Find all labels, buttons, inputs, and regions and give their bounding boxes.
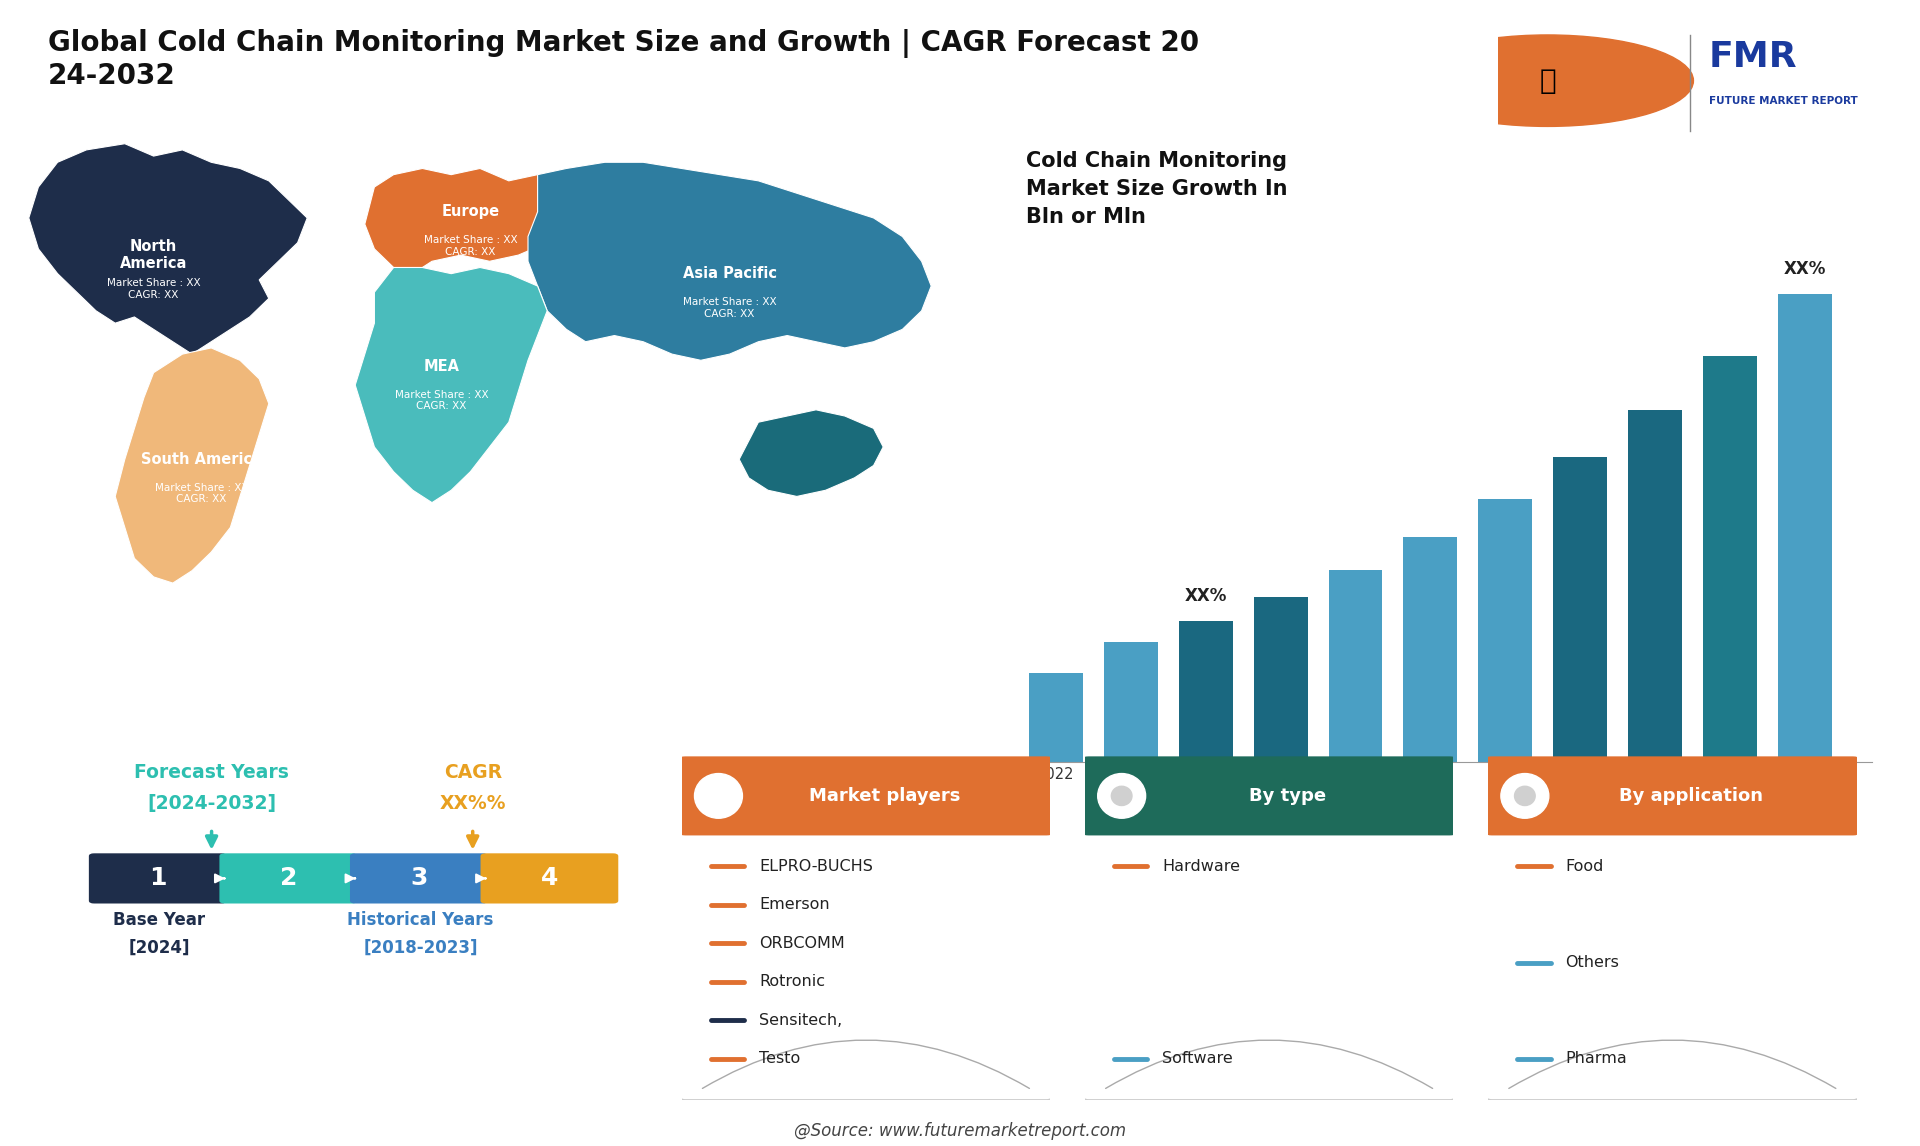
Text: Global Cold Chain Monitoring Market Size and Growth | CAGR Forecast 20
24-2032: Global Cold Chain Monitoring Market Size… — [48, 29, 1200, 91]
Text: MEA: MEA — [424, 359, 459, 374]
Bar — [1553, 457, 1607, 762]
Text: Rotronic: Rotronic — [758, 974, 826, 989]
Text: Testo: Testo — [758, 1051, 801, 1067]
Text: Base Year: Base Year — [113, 911, 205, 929]
FancyBboxPatch shape — [678, 829, 1054, 1100]
Text: Others: Others — [1565, 955, 1619, 971]
FancyBboxPatch shape — [219, 854, 357, 903]
Polygon shape — [355, 267, 547, 503]
FancyBboxPatch shape — [1484, 829, 1860, 1100]
FancyBboxPatch shape — [349, 854, 488, 903]
Text: @Source: www.futuremarketreport.com: @Source: www.futuremarketreport.com — [795, 1122, 1125, 1140]
Text: Market Share : XX
CAGR: XX: Market Share : XX CAGR: XX — [424, 235, 516, 257]
Polygon shape — [528, 163, 931, 360]
Text: Europe: Europe — [442, 204, 499, 219]
Bar — [1104, 642, 1158, 762]
Text: Market Share : XX
CAGR: XX: Market Share : XX CAGR: XX — [684, 297, 776, 319]
Polygon shape — [29, 143, 307, 354]
Text: Market Share : XX
CAGR: XX: Market Share : XX CAGR: XX — [156, 482, 248, 504]
FancyBboxPatch shape — [674, 756, 1058, 835]
Bar — [1254, 597, 1308, 762]
Text: FMR: FMR — [1709, 40, 1797, 73]
Circle shape — [708, 786, 730, 806]
Circle shape — [1098, 774, 1146, 818]
Text: 3: 3 — [411, 866, 428, 890]
Text: FUTURE MARKET REPORT: FUTURE MARKET REPORT — [1709, 96, 1857, 107]
FancyBboxPatch shape — [480, 854, 618, 903]
Bar — [1329, 571, 1382, 762]
Text: Sensitech,: Sensitech, — [758, 1013, 843, 1028]
Text: Forecast Years: Forecast Years — [134, 763, 290, 783]
Text: 1: 1 — [150, 866, 167, 890]
Text: By type: By type — [1250, 787, 1327, 804]
Bar — [1778, 293, 1832, 762]
Text: Hardware: Hardware — [1162, 858, 1240, 874]
Text: Software: Software — [1162, 1051, 1233, 1067]
FancyBboxPatch shape — [1081, 829, 1457, 1100]
Text: ORBCOMM: ORBCOMM — [758, 936, 845, 951]
Bar — [1628, 409, 1682, 762]
Polygon shape — [115, 348, 269, 583]
Text: ELPRO-BUCHS: ELPRO-BUCHS — [758, 858, 874, 874]
Bar — [1703, 356, 1757, 762]
Polygon shape — [365, 168, 595, 274]
Text: CAGR: CAGR — [444, 763, 501, 783]
Text: North
America: North America — [119, 238, 188, 272]
Text: XX%: XX% — [1185, 587, 1227, 605]
Bar — [1404, 537, 1457, 762]
Text: Market Share : XX
CAGR: XX: Market Share : XX CAGR: XX — [396, 390, 488, 411]
Text: XX%%: XX%% — [440, 794, 507, 814]
Text: South America: South America — [140, 452, 263, 466]
Text: XX%: XX% — [1784, 260, 1826, 277]
Text: Historical Years: Historical Years — [348, 911, 493, 929]
Text: 🔭: 🔭 — [1540, 66, 1555, 95]
Circle shape — [1501, 774, 1549, 818]
Text: Pharma: Pharma — [1565, 1051, 1626, 1067]
Text: Cold Chain Monitoring
Market Size Growth In
Bln or Mln: Cold Chain Monitoring Market Size Growth… — [1025, 151, 1288, 227]
Text: Market Share : XX
CAGR: XX: Market Share : XX CAGR: XX — [108, 278, 200, 300]
FancyBboxPatch shape — [1480, 756, 1864, 835]
Text: Asia Pacific: Asia Pacific — [684, 266, 776, 281]
Text: Food: Food — [1565, 858, 1603, 874]
Text: Market players: Market players — [808, 787, 960, 804]
FancyBboxPatch shape — [1077, 756, 1461, 835]
Text: By application: By application — [1619, 787, 1763, 804]
FancyBboxPatch shape — [88, 854, 227, 903]
Text: 4: 4 — [541, 866, 559, 890]
Polygon shape — [739, 410, 883, 496]
Text: [2024]: [2024] — [129, 939, 190, 957]
Text: [2018-2023]: [2018-2023] — [363, 939, 478, 957]
Circle shape — [1402, 34, 1693, 126]
Bar — [1029, 673, 1083, 762]
Text: [2024-2032]: [2024-2032] — [148, 794, 276, 814]
Text: Emerson: Emerson — [758, 897, 829, 912]
Text: 2: 2 — [280, 866, 298, 890]
Circle shape — [695, 774, 743, 818]
Bar — [1179, 621, 1233, 762]
Bar — [1478, 499, 1532, 762]
Circle shape — [1112, 786, 1133, 806]
Circle shape — [1515, 786, 1536, 806]
